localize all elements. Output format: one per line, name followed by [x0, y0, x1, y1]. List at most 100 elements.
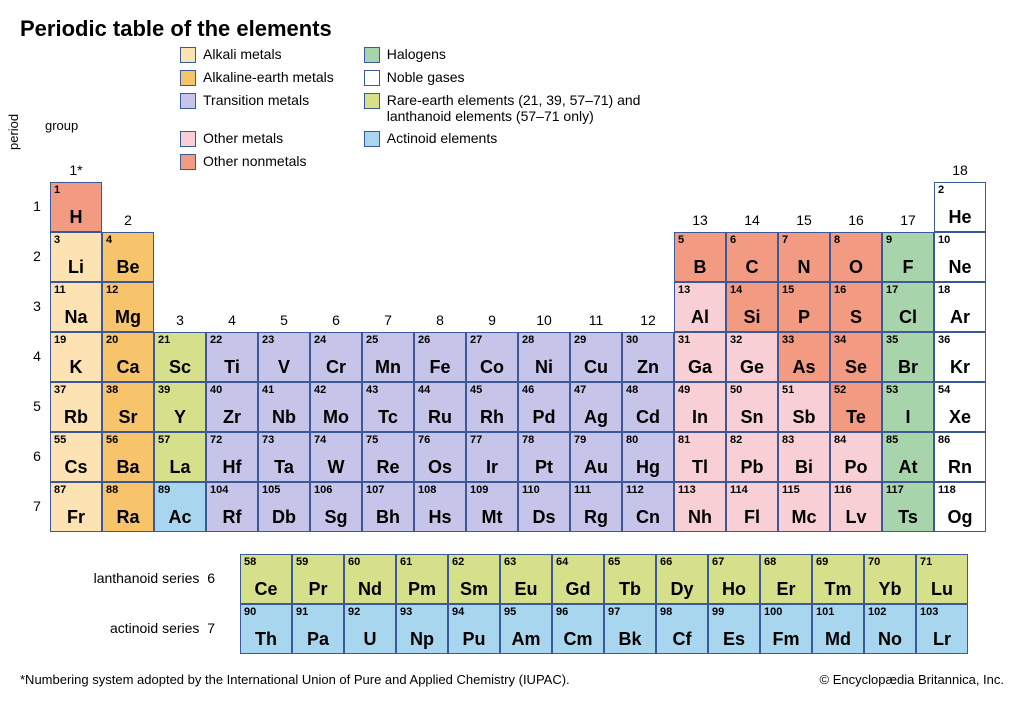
atomic-number: 50: [730, 385, 774, 396]
element-cell: 10Ne: [934, 232, 986, 282]
atomic-number: 27: [470, 335, 514, 346]
element-cell: 49In: [674, 382, 726, 432]
atomic-number: 80: [626, 435, 670, 446]
group-number: 11: [570, 312, 622, 328]
atomic-number: 41: [262, 385, 306, 396]
element-cell: 41Nb: [258, 382, 310, 432]
legend-item: Other metals: [180, 130, 334, 147]
atomic-number: 35: [886, 335, 930, 346]
footer-note: *Numbering system adopted by the Interna…: [20, 672, 570, 687]
atomic-number: 107: [366, 485, 410, 496]
element-symbol: Te: [834, 408, 878, 426]
group-number: 2: [102, 212, 154, 228]
element-symbol: Tl: [678, 458, 722, 476]
element-cell: 37Rb: [50, 382, 102, 432]
atomic-number: 84: [834, 435, 878, 446]
element-cell: 15P: [778, 282, 830, 332]
atomic-number: 66: [660, 557, 704, 568]
atomic-number: 45: [470, 385, 514, 396]
atomic-number: 74: [314, 435, 358, 446]
element-symbol: Sb: [782, 408, 826, 426]
element-symbol: Mo: [314, 408, 358, 426]
atomic-number: 54: [938, 385, 982, 396]
element-symbol: Pa: [296, 630, 340, 648]
element-cell: 14Si: [726, 282, 778, 332]
atomic-number: 11: [54, 285, 98, 296]
element-symbol: Cn: [626, 508, 670, 526]
atomic-number: 77: [470, 435, 514, 446]
element-cell: 34Se: [830, 332, 882, 382]
element-cell: 40Zr: [206, 382, 258, 432]
element-symbol: I: [886, 408, 930, 426]
atomic-number: 98: [660, 607, 704, 618]
element-cell: 44Ru: [414, 382, 466, 432]
element-cell: 4Be: [102, 232, 154, 282]
element-cell: 17Cl: [882, 282, 934, 332]
period-number: 5: [28, 398, 46, 414]
element-symbol: Np: [400, 630, 444, 648]
element-symbol: Ga: [678, 358, 722, 376]
element-cell: 81Tl: [674, 432, 726, 482]
element-cell: 47Ag: [570, 382, 622, 432]
element-symbol: Ni: [522, 358, 566, 376]
element-symbol: Os: [418, 458, 462, 476]
element-symbol: Al: [678, 308, 722, 326]
atomic-number: 59: [296, 557, 340, 568]
atomic-number: 1: [54, 185, 98, 196]
element-cell: 62Sm: [448, 554, 500, 604]
atomic-number: 12: [106, 285, 150, 296]
atomic-number: 10: [938, 235, 982, 246]
atomic-number: 65: [608, 557, 652, 568]
element-cell: 106Sg: [310, 482, 362, 532]
group-number: 6: [310, 312, 362, 328]
period-number: 2: [28, 248, 46, 264]
legend-item: [364, 153, 647, 170]
atomic-number: 18: [938, 285, 982, 296]
element-symbol: Ac: [158, 508, 202, 526]
element-cell: 6C: [726, 232, 778, 282]
element-symbol: Tm: [816, 580, 860, 598]
atomic-number: 47: [574, 385, 618, 396]
element-cell: 91Pa: [292, 604, 344, 654]
legend-label: Other metals: [203, 130, 283, 146]
element-cell: 66 Dy: [656, 554, 708, 604]
element-symbol: At: [886, 458, 930, 476]
element-symbol: Dy: [660, 580, 704, 598]
element-symbol: Se: [834, 358, 878, 376]
element-symbol: W: [314, 458, 358, 476]
element-cell: 3Li: [50, 232, 102, 282]
element-symbol: Ba: [106, 458, 150, 476]
element-cell: 5B: [674, 232, 726, 282]
atomic-number: 105: [262, 485, 306, 496]
atomic-number: 16: [834, 285, 878, 296]
element-symbol: U: [348, 630, 392, 648]
element-cell: 114Fl: [726, 482, 778, 532]
element-cell: 85At: [882, 432, 934, 482]
element-cell: 26Fe: [414, 332, 466, 382]
element-symbol: Lu: [920, 580, 964, 598]
legend-swatch: [180, 47, 196, 63]
atomic-number: 15: [782, 285, 826, 296]
atomic-number: 109: [470, 485, 514, 496]
element-cell: 56Ba: [102, 432, 154, 482]
page-title: Periodic table of the elements: [20, 16, 1004, 42]
element-cell: 109Mt: [466, 482, 518, 532]
atomic-number: 97: [608, 607, 652, 618]
legend-label: Noble gases: [387, 69, 465, 85]
element-symbol: Ho: [712, 580, 756, 598]
element-symbol: B: [678, 258, 722, 276]
legend-swatch: [180, 131, 196, 147]
atomic-number: 63: [504, 557, 548, 568]
atomic-number: 60: [348, 557, 392, 568]
element-symbol: Cl: [886, 308, 930, 326]
element-symbol: Gd: [556, 580, 600, 598]
atomic-number: 2: [938, 185, 982, 196]
atomic-number: 53: [886, 385, 930, 396]
series-block: lanthanoid series 658Ce59Pr60Nd61Pm62Sm6…: [80, 554, 1004, 658]
legend-label: Transition metals: [203, 92, 309, 108]
element-cell: 61Pm: [396, 554, 448, 604]
series-label: lanthanoid series 6: [80, 570, 215, 586]
atomic-number: 19: [54, 335, 98, 346]
atomic-number: 106: [314, 485, 358, 496]
element-symbol: Rf: [210, 508, 254, 526]
